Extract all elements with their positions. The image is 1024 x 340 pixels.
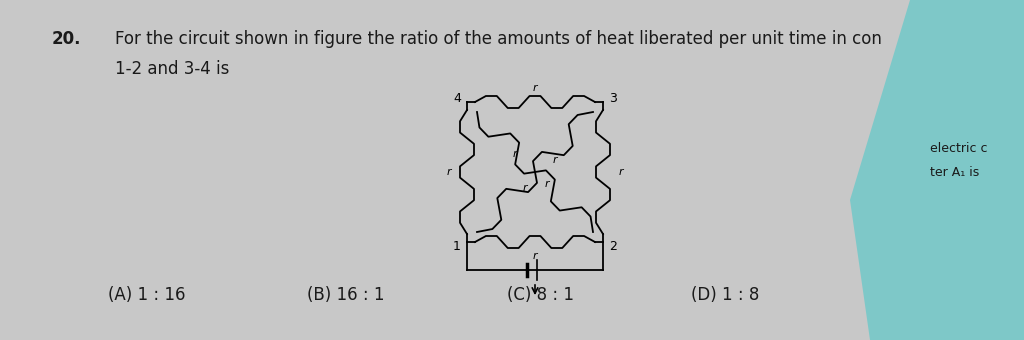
Text: (A) 1 : 16: (A) 1 : 16	[108, 286, 185, 304]
Text: (D) 1 : 8: (D) 1 : 8	[691, 286, 760, 304]
Text: ter A₁ is: ter A₁ is	[930, 166, 979, 178]
Text: r: r	[532, 83, 538, 93]
Text: (C) 8 : 1: (C) 8 : 1	[507, 286, 573, 304]
Text: 20.: 20.	[52, 30, 82, 48]
Text: electric c: electric c	[930, 141, 987, 154]
Text: r: r	[446, 167, 452, 177]
Text: r: r	[618, 167, 624, 177]
Text: r: r	[532, 251, 538, 261]
Text: r: r	[553, 155, 557, 165]
Text: For the circuit shown in figure the ratio of the amounts of heat liberated per u: For the circuit shown in figure the rati…	[115, 30, 882, 48]
Polygon shape	[850, 0, 1024, 340]
Text: 1-2 and 3-4 is: 1-2 and 3-4 is	[115, 60, 229, 78]
Text: 3: 3	[609, 91, 616, 104]
Text: r: r	[513, 149, 517, 159]
Text: (B) 16 : 1: (B) 16 : 1	[307, 286, 385, 304]
Text: 1: 1	[453, 239, 461, 253]
Text: r: r	[545, 179, 549, 189]
Text: 4: 4	[453, 91, 461, 104]
Text: 2: 2	[609, 239, 616, 253]
Text: r: r	[522, 183, 527, 193]
